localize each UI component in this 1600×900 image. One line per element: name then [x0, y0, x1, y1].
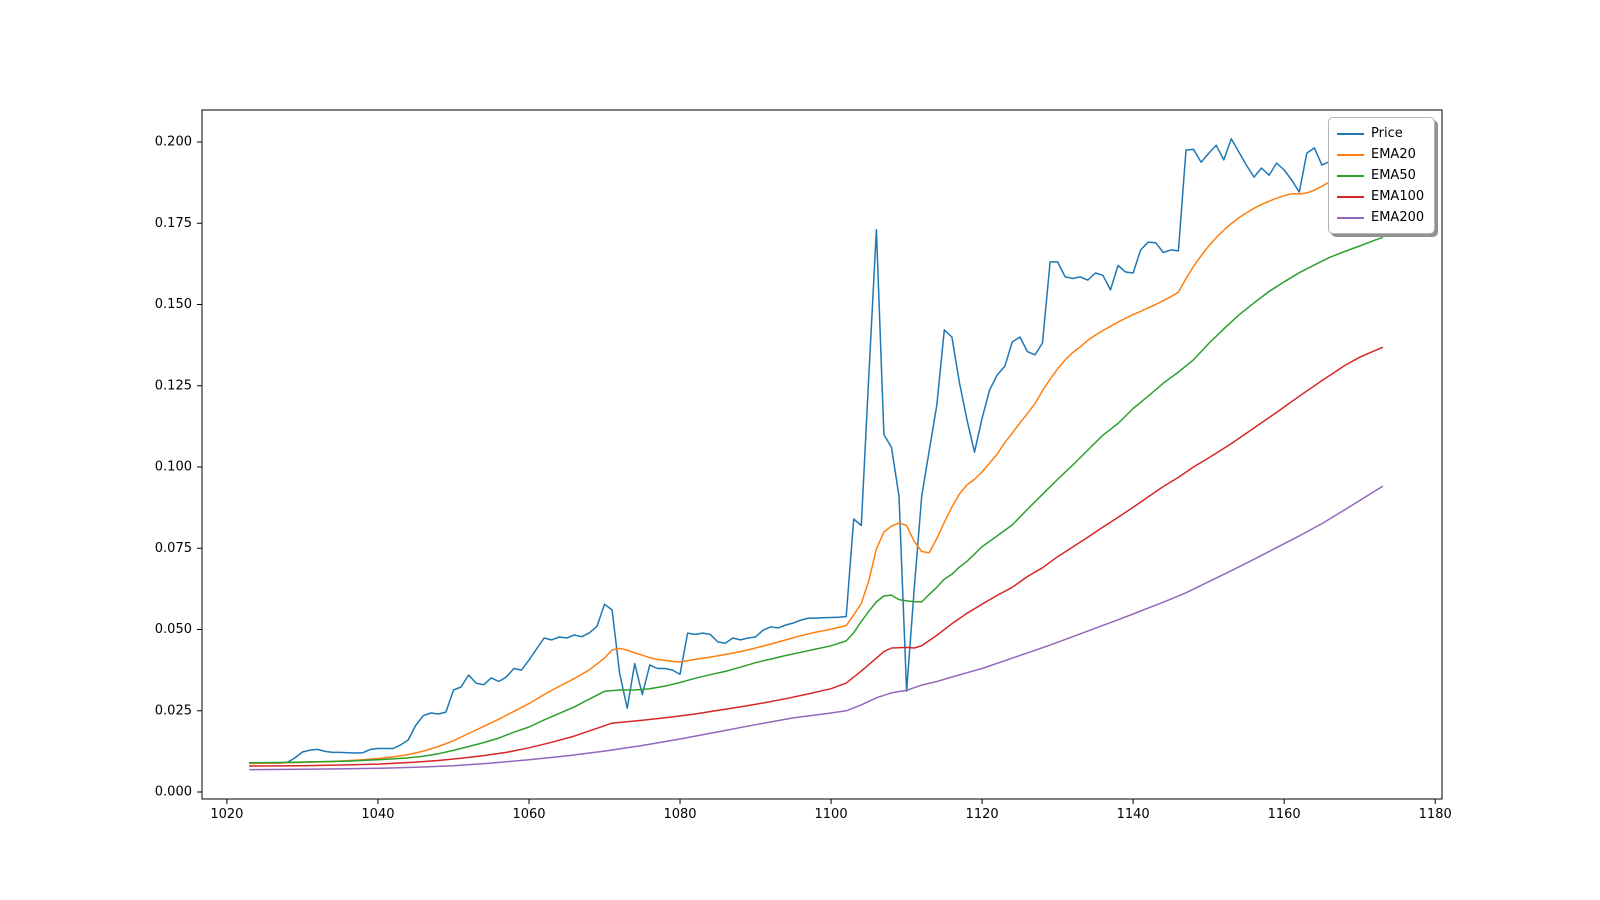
legend-item-ema200: EMA200	[1337, 207, 1426, 228]
legend-item-ema100: EMA100	[1337, 186, 1426, 207]
legend-item-ema50: EMA50	[1337, 165, 1426, 186]
x-tick-label: 1120	[966, 807, 999, 822]
y-tick-label: 0.125	[155, 378, 192, 393]
legend-line-sample	[1337, 153, 1364, 156]
legend-line-sample	[1337, 174, 1364, 177]
plot-frame	[201, 109, 1443, 800]
series-line-price	[248, 138, 1384, 764]
y-tick-label: 0.025	[155, 703, 192, 718]
y-tick-label: 0.100	[155, 460, 192, 475]
legend-label: Price	[1371, 126, 1403, 141]
x-tick-label: 1040	[361, 807, 394, 822]
legend-line-sample	[1337, 132, 1364, 135]
legend-label: EMA50	[1371, 168, 1416, 183]
y-axis-ticks: 0.000 0.025 0.050 0.075 0.100 0.125 0.150 0.175…	[155, 135, 202, 800]
series-line-ema200	[248, 485, 1384, 771]
legend-item-price: Price	[1337, 123, 1426, 144]
legend-label: EMA200	[1371, 210, 1425, 225]
y-tick-label: 0.200	[155, 135, 192, 150]
legend-item-ema20: EMA20	[1337, 144, 1426, 165]
legend-line-sample	[1337, 195, 1364, 198]
x-tick-label: 1100	[815, 807, 848, 822]
series-line-ema100	[248, 346, 1384, 767]
y-tick-label: 0.000	[155, 785, 192, 800]
legend-line-sample	[1337, 216, 1364, 219]
y-tick-label: 0.050	[155, 622, 192, 637]
x-tick-label: 1080	[663, 807, 696, 822]
y-tick-label: 0.150	[155, 297, 192, 312]
x-axis-ticks: 1020 1040 1060 1080 1100 1120 1140 1160 1180	[210, 799, 1452, 822]
series-lines	[248, 138, 1384, 771]
y-tick-label: 0.075	[155, 541, 192, 556]
legend-label: EMA20	[1371, 147, 1416, 162]
series-line-ema20	[248, 159, 1384, 765]
legend: Price EMA20 EMA50 EMA100 EMA200	[1328, 117, 1435, 234]
series-line-ema50	[248, 236, 1384, 764]
x-tick-label: 1060	[512, 807, 545, 822]
x-tick-label: 1180	[1419, 807, 1452, 822]
x-tick-label: 1160	[1268, 807, 1301, 822]
y-tick-label: 0.175	[155, 216, 192, 231]
x-tick-label: 1140	[1117, 807, 1150, 822]
legend-label: EMA100	[1371, 189, 1425, 204]
x-tick-label: 1020	[210, 807, 243, 822]
